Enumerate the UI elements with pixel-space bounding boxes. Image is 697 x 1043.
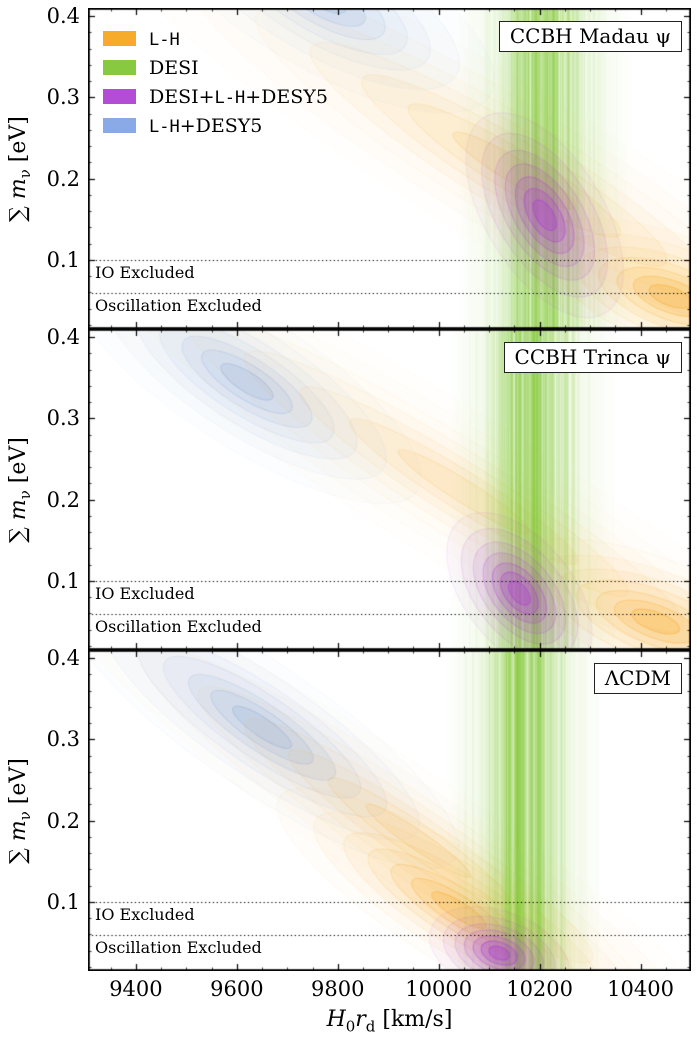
x-axis-label: H0rd [km/s] (326, 1007, 453, 1036)
y-axis-label: ∑ mν [eV] (5, 436, 35, 543)
legend-item-desi: DESI (103, 53, 328, 82)
legend-swatch-desi (103, 60, 136, 75)
legend-label-lh_desy5: L-H+DESY5 (149, 114, 263, 137)
x-tick-label: 10400 (607, 977, 674, 1001)
y-tick-label: 0.1 (46, 889, 80, 914)
plot-panel-2 (88, 650, 691, 971)
legend-item-lh: L-H (103, 24, 328, 53)
x-tick-label: 10200 (506, 977, 574, 1001)
plot-panel-0 (88, 8, 691, 329)
exclusion-label-1: Oscillation Excluded (95, 617, 262, 637)
legend-item-lh_desy5: L-H+DESY5 (103, 111, 328, 140)
panel-canvas-0 (88, 8, 691, 329)
y-tick-label: 0.3 (46, 406, 80, 431)
legend-swatch-lh_desy5 (103, 118, 136, 133)
panel-title-2: ΛCDM (593, 663, 682, 694)
x-tick-label: 9600 (210, 977, 264, 1001)
y-axis-label: ∑ mν [eV] (5, 115, 35, 222)
exclusion-label-0: IO Excluded (95, 262, 195, 282)
y-tick-label: 0.2 (46, 487, 80, 512)
y-tick-label: 0.1 (46, 568, 80, 593)
y-tick-label: 0.2 (46, 166, 80, 191)
exclusion-label-1: Oscillation Excluded (95, 296, 262, 316)
legend-item-desi_lh_desy5: DESI+L-H+DESY5 (103, 82, 328, 111)
x-tick-label: 10000 (405, 977, 473, 1001)
legend-swatch-desi_lh_desy5 (103, 89, 136, 104)
y-tick-label: 0.4 (46, 4, 80, 29)
plot-panel-1 (88, 329, 691, 650)
exclusion-label-1: Oscillation Excluded (95, 938, 262, 958)
legend-label-desi: DESI (149, 56, 199, 79)
x-tick-label: 9800 (311, 977, 365, 1001)
exclusion-label-0: IO Excluded (95, 583, 195, 603)
panel-canvas-2 (88, 650, 691, 971)
panel-title-0: CCBH Madau ψ (498, 21, 682, 52)
y-tick-label: 0.4 (46, 646, 80, 671)
y-tick-label: 0.4 (46, 325, 80, 350)
panel-canvas-1 (88, 329, 691, 650)
legend-swatch-lh (103, 31, 136, 46)
y-tick-label: 0.3 (46, 727, 80, 752)
legend: L-H DESI DESI+L-H+DESY5 L-H+DESY5 (103, 24, 328, 140)
exclusion-label-0: IO Excluded (95, 904, 195, 924)
y-tick-label: 0.1 (46, 247, 80, 272)
legend-label-lh: L-H (149, 29, 180, 50)
y-tick-label: 0.3 (46, 85, 80, 110)
y-axis-label: ∑ mν [eV] (5, 757, 35, 864)
y-tick-label: 0.2 (46, 808, 80, 833)
legend-label-desi_lh_desy5: DESI+L-H+DESY5 (149, 85, 328, 108)
panel-title-1: CCBH Trinca ψ (503, 342, 682, 373)
x-tick-label: 9400 (109, 977, 163, 1001)
